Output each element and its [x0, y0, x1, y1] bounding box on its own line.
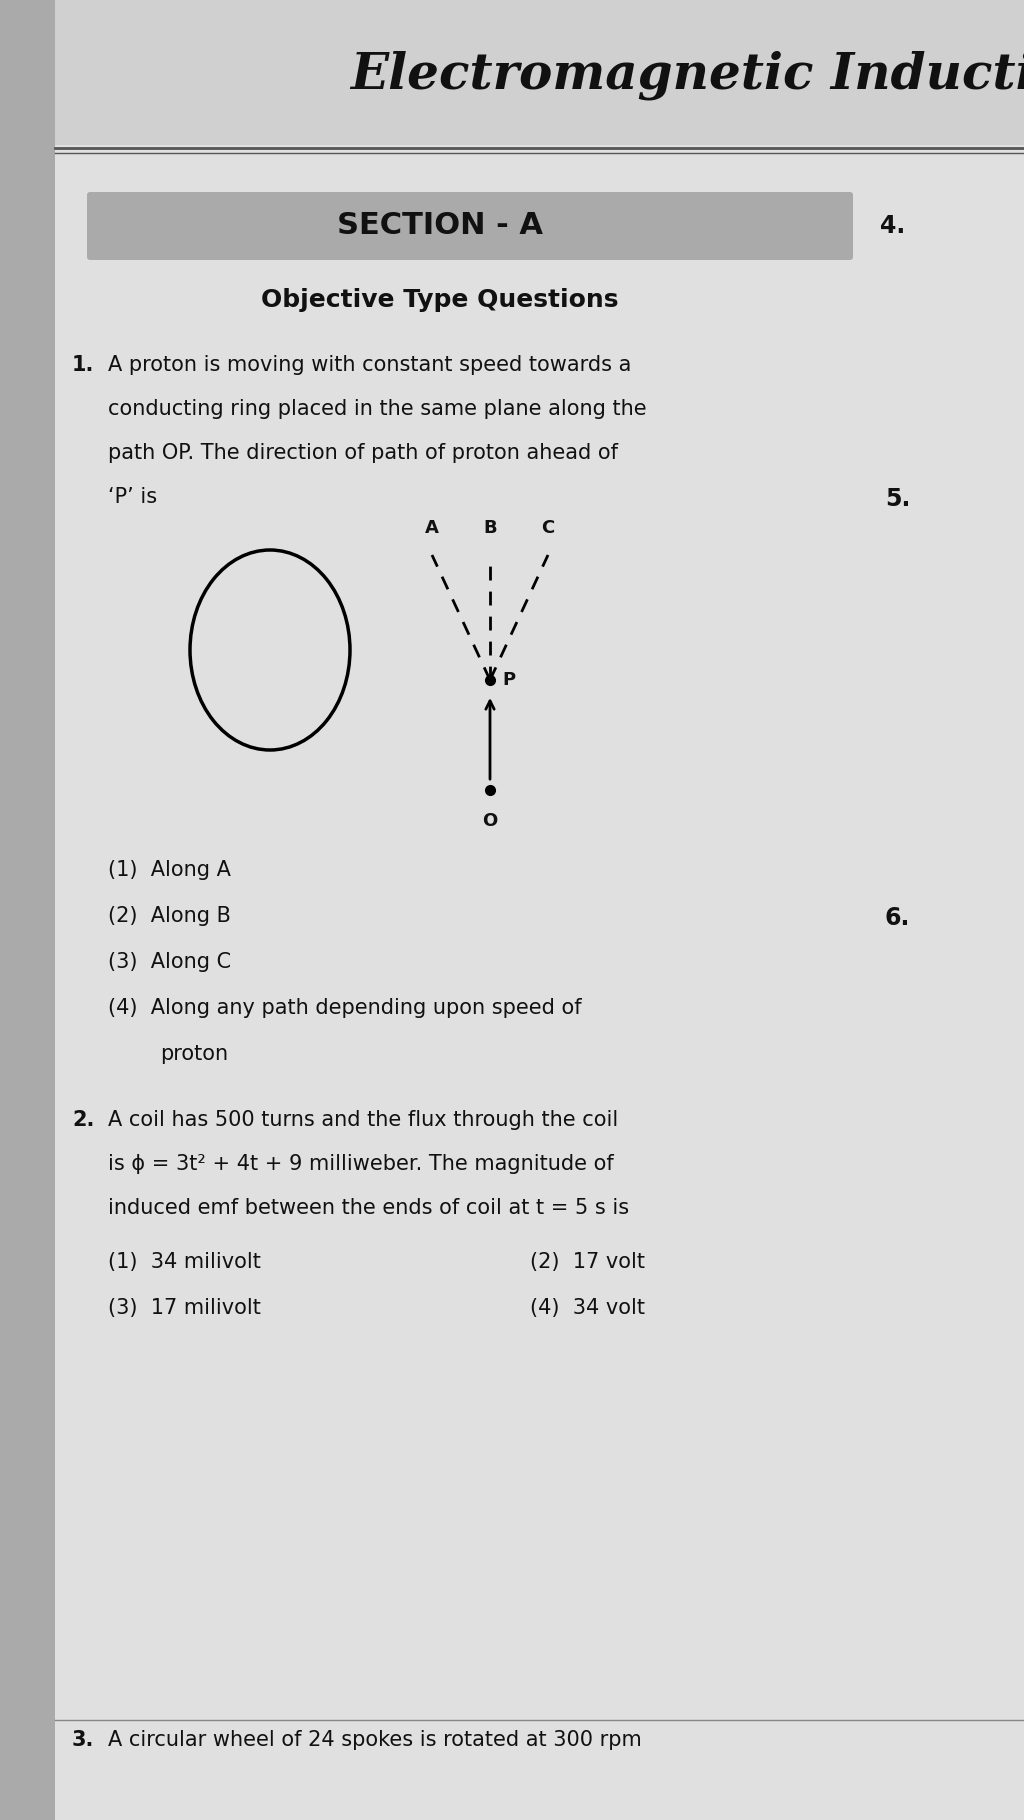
Text: (1)  34 milivolt: (1) 34 milivolt: [108, 1252, 261, 1272]
Text: P: P: [502, 672, 515, 690]
Text: SECTION - A: SECTION - A: [337, 211, 543, 240]
Text: B: B: [483, 519, 497, 537]
Text: O: O: [482, 812, 498, 830]
Text: (3)  17 milivolt: (3) 17 milivolt: [108, 1298, 261, 1318]
Text: is ϕ = 3t² + 4t + 9 milliweber. The magnitude of: is ϕ = 3t² + 4t + 9 milliweber. The magn…: [108, 1154, 613, 1174]
Text: A circular wheel of 24 spokes is rotated at 300 rpm: A circular wheel of 24 spokes is rotated…: [108, 1731, 642, 1751]
Text: (2)  17 volt: (2) 17 volt: [530, 1252, 645, 1272]
Text: C: C: [542, 519, 555, 537]
Text: conducting ring placed in the same plane along the: conducting ring placed in the same plane…: [108, 399, 646, 419]
Text: (2)  Along B: (2) Along B: [108, 906, 230, 926]
Text: 3.: 3.: [72, 1731, 94, 1751]
Text: 2.: 2.: [72, 1110, 94, 1130]
Text: (1)  Along A: (1) Along A: [108, 861, 230, 881]
Text: (4)  Along any path depending upon speed of: (4) Along any path depending upon speed …: [108, 997, 582, 1017]
Text: 5.: 5.: [885, 488, 910, 511]
Text: 6.: 6.: [885, 906, 910, 930]
FancyBboxPatch shape: [87, 191, 853, 260]
Text: proton: proton: [160, 1045, 228, 1065]
Text: A proton is moving with constant speed towards a: A proton is moving with constant speed t…: [108, 355, 632, 375]
Text: 4.: 4.: [880, 215, 905, 238]
Text: (3)  Along C: (3) Along C: [108, 952, 231, 972]
Bar: [0, 0, 55, 1820]
Text: A: A: [425, 519, 439, 537]
Text: ‘P’ is: ‘P’ is: [108, 488, 157, 508]
Text: A coil has 500 turns and the flux through the coil: A coil has 500 turns and the flux throug…: [108, 1110, 618, 1130]
Text: Electromagnetic Inductio: Electromagnetic Inductio: [350, 51, 1024, 100]
Text: induced emf between the ends of coil at t = 5 s is: induced emf between the ends of coil at …: [108, 1198, 629, 1218]
Bar: [55, 0, 1024, 146]
Text: (4)  34 volt: (4) 34 volt: [530, 1298, 645, 1318]
Text: path OP. The direction of path of proton ahead of: path OP. The direction of path of proton…: [108, 442, 618, 462]
Text: 1.: 1.: [72, 355, 94, 375]
Text: Objective Type Questions: Objective Type Questions: [261, 288, 618, 311]
